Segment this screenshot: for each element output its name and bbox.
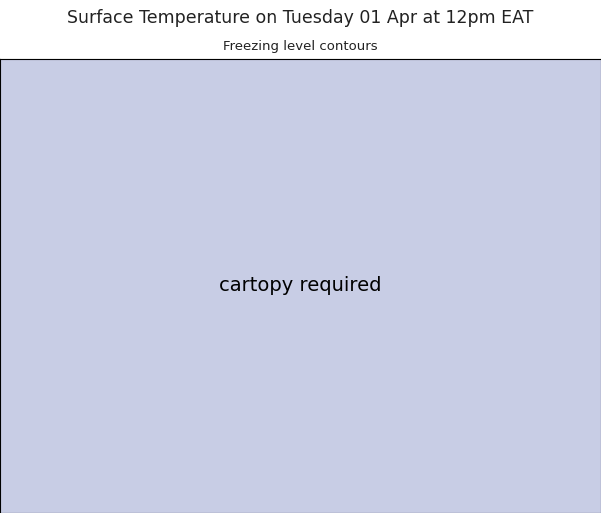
Text: cartopy required: cartopy required (219, 277, 382, 295)
Text: Freezing level contours: Freezing level contours (223, 40, 378, 52)
Text: Surface Temperature on Tuesday 01 Apr at 12pm EAT: Surface Temperature on Tuesday 01 Apr at… (67, 9, 534, 27)
